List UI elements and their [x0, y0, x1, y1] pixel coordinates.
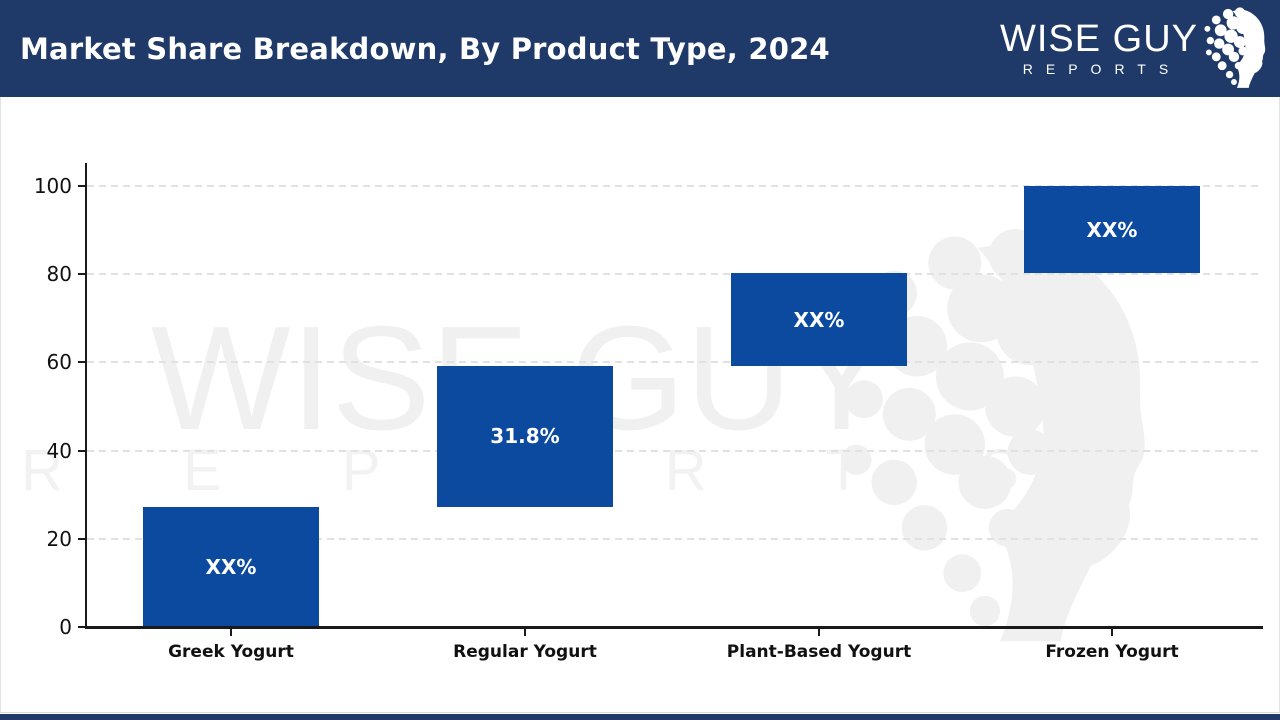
y-axis-tick-label: 40 [46, 438, 72, 463]
x-axis-category-label: Plant-Based Yogurt [726, 642, 912, 662]
x-axis-tick [1111, 629, 1113, 636]
bar-value-label: XX% [793, 307, 845, 332]
y-axis-tick [78, 626, 86, 628]
x-axis-category-label: Greek Yogurt [168, 642, 294, 662]
header-banner: Market Share Breakdown, By Product Type,… [0, 0, 1280, 97]
watermark-dotted-head-icon [833, 228, 1145, 642]
y-axis-tick [78, 537, 86, 540]
y-axis-tick-label: 100 [33, 174, 72, 198]
y-axis-tick-label: 80 [46, 262, 72, 287]
x-axis-tick [230, 629, 232, 636]
footer-bar [0, 714, 1280, 720]
x-axis-line [85, 626, 1263, 629]
y-axis-tick [78, 273, 86, 276]
bar-regular-yogurt: 31.8% [437, 366, 613, 507]
y-axis-tick-label: 20 [46, 526, 72, 551]
x-axis-tick [524, 629, 526, 636]
bar-value-label: XX% [205, 554, 257, 579]
gridline-100 [87, 185, 1263, 187]
dotted-head-icon [1204, 7, 1266, 88]
x-axis-category-label: Regular Yogurt [453, 642, 597, 662]
x-axis-category-label: Frozen Yogurt [1045, 642, 1179, 662]
bar-plant-based-yogurt: XX% [731, 273, 907, 367]
y-axis-tick-label: 0 [59, 615, 72, 639]
logo-subtitle: REPORTS [1022, 61, 1182, 77]
bar-value-label: 31.8% [490, 424, 560, 449]
bar-greek-yogurt: XX% [143, 506, 319, 627]
chart-plot-area: WISE GUY R E P O R T S 020406080100XX%Gr… [0, 97, 1280, 713]
bar-value-label: XX% [1086, 217, 1138, 242]
y-axis-tick [78, 449, 86, 452]
y-axis-tick [78, 361, 86, 364]
logo-wordmark: WISE GUY [999, 18, 1198, 60]
page-title: Market Share Breakdown, By Product Type,… [20, 31, 830, 66]
y-axis-line [85, 163, 87, 629]
footer-hairline [0, 712, 1280, 713]
bar-frozen-yogurt: XX% [1024, 186, 1200, 274]
gridline-20 [87, 537, 1263, 540]
y-axis-tick [78, 185, 86, 187]
y-axis-tick-label: 60 [46, 350, 72, 375]
gridline-80 [87, 273, 1263, 276]
x-axis-tick [818, 629, 820, 636]
gridline-60 [87, 361, 1263, 364]
logo-text: WISE GUY REPORTS [1000, 19, 1198, 77]
gridline-40 [87, 449, 1263, 452]
wise-guy-reports-logo: WISE GUY REPORTS [1000, 6, 1268, 90]
